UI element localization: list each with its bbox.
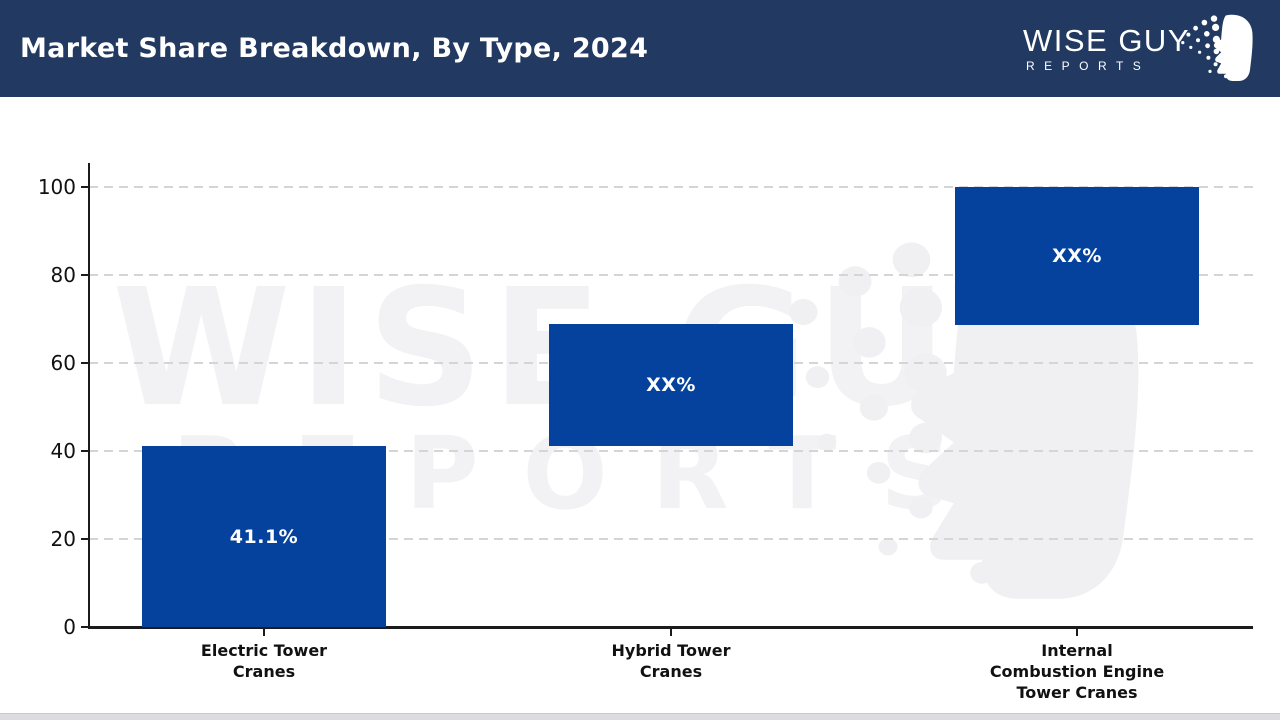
- y-axis-line: [88, 163, 90, 629]
- y-tick: [81, 274, 89, 276]
- chart-area: WISE GUY REPORTS 0 20 40 60 80 100 41.1% XX% XX%…: [0, 97, 1280, 713]
- gridline: [89, 186, 1253, 188]
- x-axis-line: [89, 626, 1253, 629]
- x-category-label-line: Electric Tower: [200, 641, 328, 660]
- y-tick-label: 40: [50, 439, 76, 463]
- y-tick: [81, 626, 89, 628]
- x-category-label: Internal Combustion Engine Tower Cranes: [927, 640, 1227, 703]
- x-category-label-line: Cranes: [232, 662, 296, 681]
- y-tick: [81, 186, 89, 188]
- footer-strip: [0, 713, 1280, 720]
- brand-subtitle: REPORTS: [1025, 59, 1151, 73]
- y-tick-label: 60: [50, 351, 76, 375]
- bar-value-label: XX%: [646, 373, 696, 396]
- brand-logo-text: WISE GUY REPORTS: [1023, 25, 1190, 72]
- header-bar: Market Share Breakdown, By Type, 2024 WI…: [0, 0, 1280, 97]
- x-category-label: Hybrid Tower Cranes: [521, 640, 821, 682]
- brand-logo: WISE GUY REPORTS: [1023, 12, 1258, 86]
- bar-value-label: XX%: [1052, 245, 1102, 268]
- bar: 41.1%: [142, 446, 386, 627]
- y-tick: [81, 450, 89, 452]
- bar: XX%: [955, 187, 1199, 326]
- bar: XX%: [549, 323, 793, 447]
- x-category-label-line: Internal: [1041, 641, 1113, 660]
- x-category-label-line: Tower Cranes: [1016, 683, 1138, 702]
- gridline: [89, 274, 1253, 276]
- x-tick: [263, 628, 265, 636]
- wiseguy-face-icon: [1181, 14, 1253, 81]
- gridline: [89, 450, 1253, 452]
- x-category-label-line: Combustion Engine: [989, 662, 1165, 681]
- y-tick: [81, 362, 89, 364]
- gridline: [89, 538, 1253, 540]
- x-tick: [670, 628, 672, 636]
- y-tick-label: 80: [50, 263, 76, 287]
- y-tick-label: 20: [50, 527, 76, 551]
- y-tick-label: 0: [63, 615, 76, 639]
- bar-value-label: 41.1%: [229, 525, 299, 548]
- x-category-label-line: Hybrid Tower: [611, 641, 731, 660]
- y-tick: [81, 538, 89, 540]
- brand-name: WISE GUY: [1022, 23, 1190, 58]
- page-title: Market Share Breakdown, By Type, 2024: [20, 33, 649, 64]
- y-tick-label: 100: [37, 175, 76, 199]
- plot-region: 0 20 40 60 80 100 41.1% XX% XX% Electric Tower Cra…: [0, 97, 1280, 713]
- x-category-label: Electric Tower Cranes: [114, 640, 414, 682]
- x-tick: [1076, 628, 1078, 636]
- x-category-label-line: Cranes: [639, 662, 703, 681]
